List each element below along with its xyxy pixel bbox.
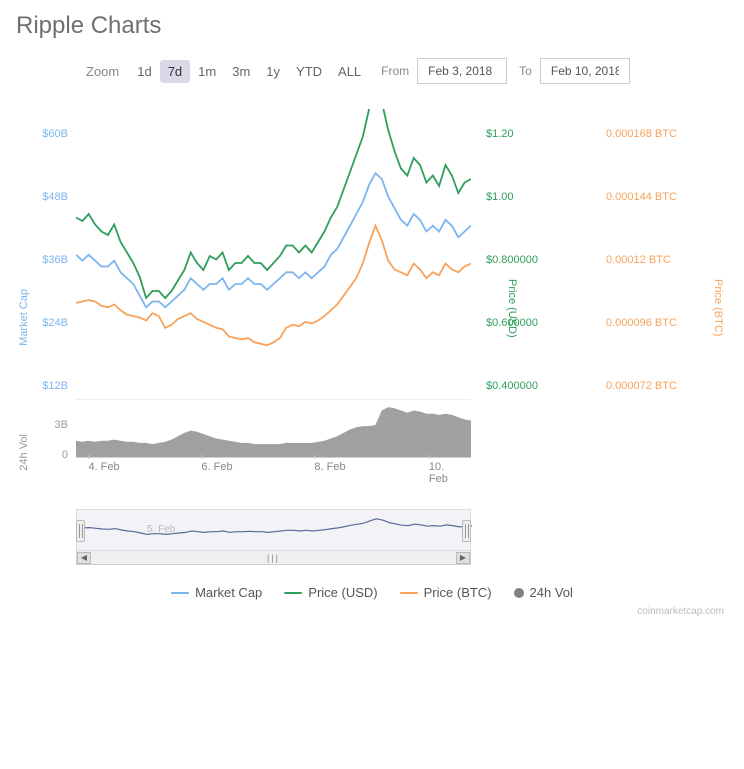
zoom-button-1y[interactable]: 1y [258, 60, 288, 83]
axis-label-volume: 24h Vol [18, 434, 30, 471]
navigator-handle-right[interactable] [462, 520, 471, 542]
scroll-grip-icon[interactable]: ||| [267, 553, 280, 563]
axis-label-price-btc: Price (BTC) [712, 279, 724, 336]
zoom-controls: Zoom 1d7d1m3m1yYTDALL From To [86, 58, 728, 84]
legend: Market Cap Price (USD) Price (BTC) 24h Vol [16, 585, 728, 600]
ytick-price_usd: $0.800000 [486, 254, 538, 266]
volume-plot[interactable] [76, 399, 471, 459]
volume-area[interactable] [76, 407, 471, 457]
legend-swatch [514, 588, 524, 598]
ytick-price_btc: 0.000144 BTC [606, 191, 677, 203]
xtick: 10. Feb [429, 461, 457, 485]
line-price_btc[interactable] [76, 226, 471, 346]
ytick-market_cap: $36B [34, 254, 68, 266]
legend-item[interactable]: Price (USD) [284, 585, 377, 600]
date-to-input[interactable] [540, 58, 630, 84]
navigator-plot[interactable] [77, 510, 472, 552]
zoom-label: Zoom [86, 64, 119, 79]
ytick-volume: 0 [42, 449, 68, 461]
zoom-button-ytd[interactable]: YTD [288, 60, 330, 83]
scroll-right-button[interactable]: ▶ [456, 552, 470, 564]
legend-label: 24h Vol [530, 585, 573, 600]
legend-item[interactable]: Market Cap [171, 585, 262, 600]
main-plot[interactable] [76, 109, 471, 389]
navigator-date-label: 5. Feb [147, 524, 175, 535]
ytick-price_btc: 0.000096 BTC [606, 317, 677, 329]
ytick-price_btc: 0.000072 BTC [606, 380, 677, 392]
ytick-price_usd: $0.400000 [486, 380, 538, 392]
chart-area: Market Cap 24h Vol Price (USD) Price (BT… [16, 109, 728, 474]
from-label: From [381, 64, 409, 78]
legend-label: Price (USD) [308, 585, 377, 600]
legend-swatch [171, 592, 189, 594]
zoom-button-all[interactable]: ALL [330, 60, 369, 83]
ytick-price_btc: 0.00012 BTC [606, 254, 671, 266]
to-label: To [519, 64, 532, 78]
ytick-volume: 3B [42, 419, 68, 431]
zoom-button-3m[interactable]: 3m [224, 60, 258, 83]
x-axis: 4. Feb6. Feb8. Feb10. Feb [76, 461, 471, 481]
navigator[interactable]: 5. Feb ◀ ||| ▶ [76, 509, 471, 565]
date-from-input[interactable] [417, 58, 507, 84]
navigator-line[interactable] [77, 519, 472, 535]
legend-item[interactable]: 24h Vol [514, 585, 573, 600]
ytick-price_btc: 0.000168 BTC [606, 128, 677, 140]
xtick: 4. Feb [88, 461, 119, 473]
ytick-market_cap: $12B [34, 380, 68, 392]
ytick-price_usd: $0.600000 [486, 317, 538, 329]
legend-label: Price (BTC) [424, 585, 492, 600]
legend-label: Market Cap [195, 585, 262, 600]
ytick-market_cap: $60B [34, 128, 68, 140]
attribution: coinmarketcap.com [16, 606, 728, 617]
zoom-button-1m[interactable]: 1m [190, 60, 224, 83]
line-market_cap[interactable] [76, 173, 471, 307]
zoom-button-7d[interactable]: 7d [160, 60, 190, 83]
scroll-left-button[interactable]: ◀ [77, 552, 91, 564]
ytick-market_cap: $24B [34, 317, 68, 329]
legend-swatch [400, 592, 418, 594]
xtick: 8. Feb [314, 461, 345, 473]
ytick-price_usd: $1.00 [486, 191, 514, 203]
legend-item[interactable]: Price (BTC) [400, 585, 492, 600]
legend-swatch [284, 592, 302, 594]
navigator-handle-left[interactable] [76, 520, 85, 542]
xtick: 6. Feb [201, 461, 232, 473]
page-title: Ripple Charts [16, 12, 728, 40]
ytick-market_cap: $48B [34, 191, 68, 203]
ytick-price_usd: $1.20 [486, 128, 514, 140]
axis-label-market-cap: Market Cap [18, 289, 30, 346]
line-price_usd[interactable] [76, 109, 471, 298]
zoom-button-1d[interactable]: 1d [129, 60, 159, 83]
navigator-scrollbar[interactable]: ◀ ||| ▶ [76, 551, 471, 565]
